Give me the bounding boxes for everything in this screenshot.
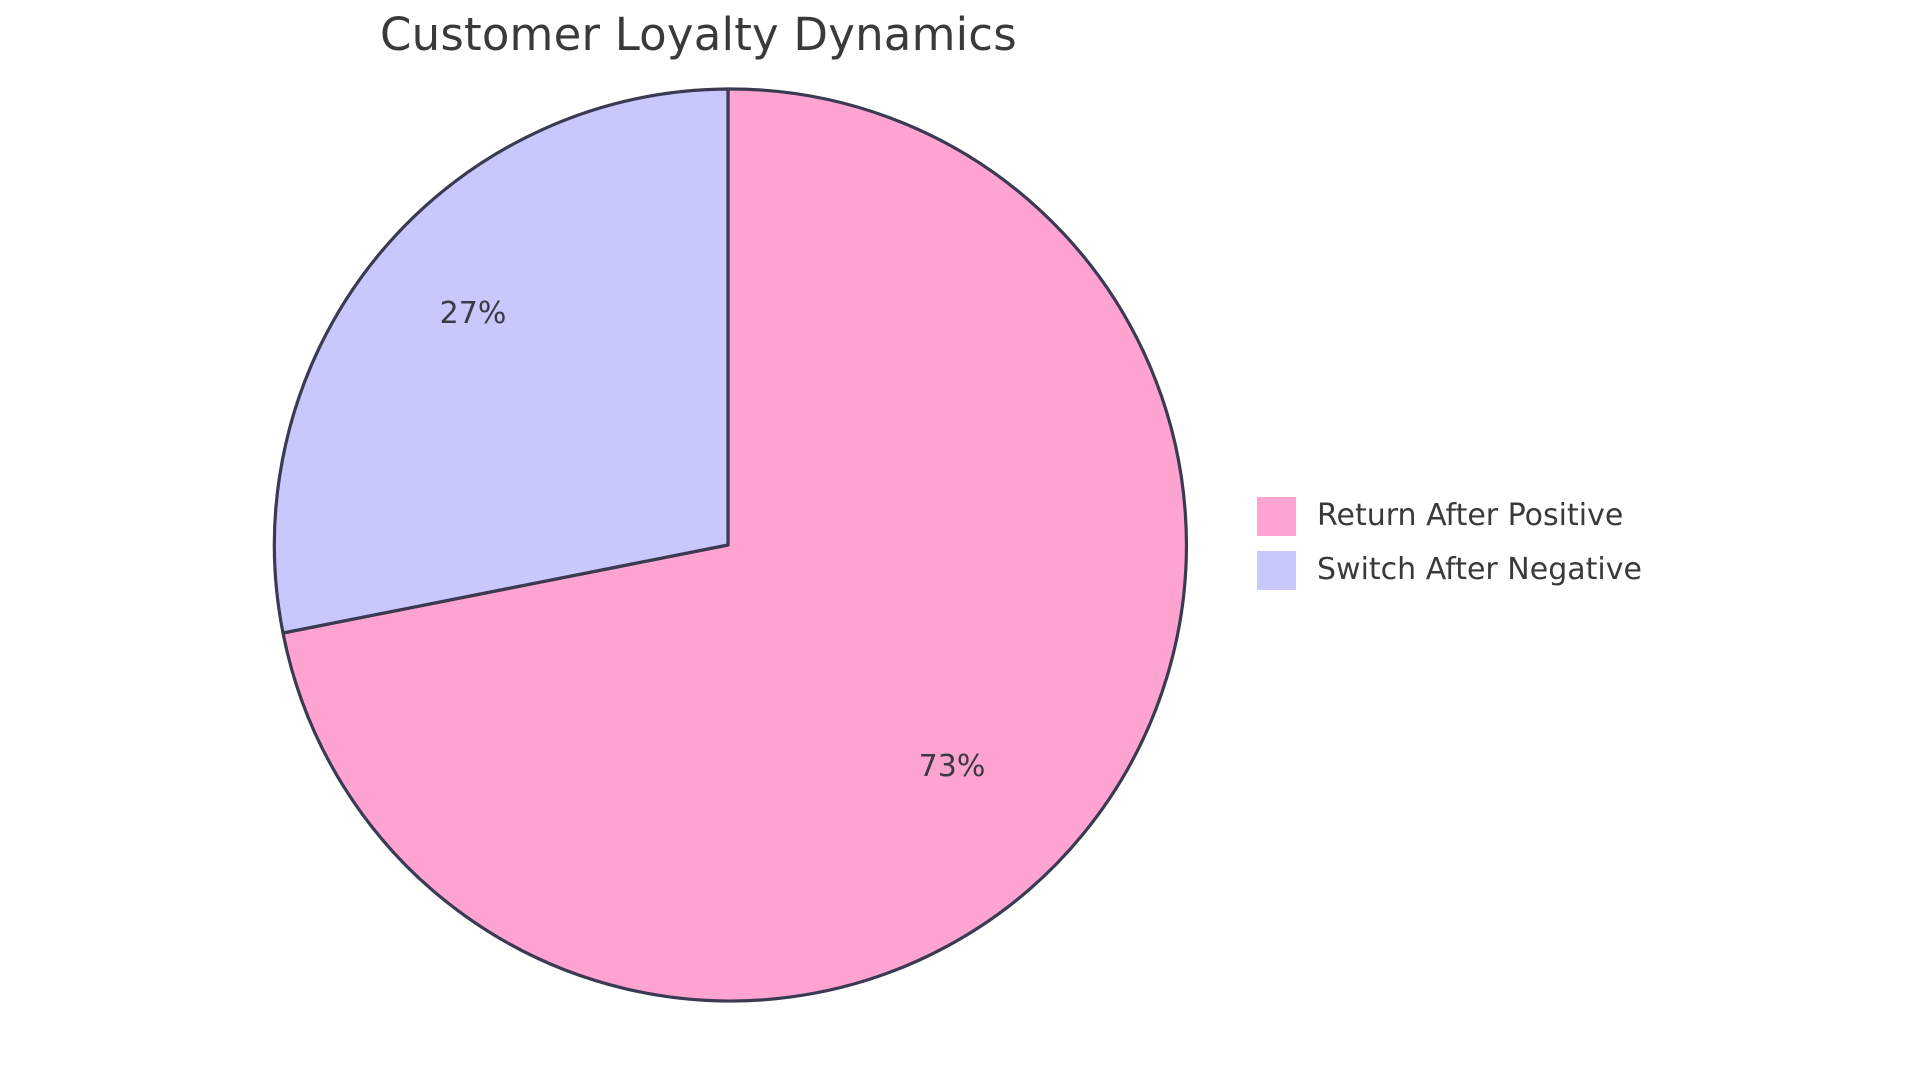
pie-slice-switch-after-negative[interactable] bbox=[272, 87, 730, 635]
chart-legend: Return After Positive Switch After Negat… bbox=[1257, 496, 1642, 590]
slice-label-switch-after-negative: 27% bbox=[440, 296, 507, 331]
slice-label-return-after-positive: 73% bbox=[919, 749, 986, 784]
legend-swatch-switch-after-negative bbox=[1257, 550, 1296, 590]
legend-label-return-after-positive: Return After Positive bbox=[1317, 498, 1624, 533]
legend-swatch-return-after-positive bbox=[1257, 496, 1296, 536]
legend-item-return-after-positive[interactable]: Return After Positive bbox=[1257, 496, 1642, 536]
pie-slice-return-after-positive[interactable] bbox=[281, 87, 1188, 1003]
legend-label-switch-after-negative: Switch After Negative bbox=[1317, 552, 1642, 587]
page-title: Customer Loyalty Dynamics bbox=[380, 8, 1017, 61]
legend-item-switch-after-negative[interactable]: Switch After Negative bbox=[1257, 550, 1642, 590]
